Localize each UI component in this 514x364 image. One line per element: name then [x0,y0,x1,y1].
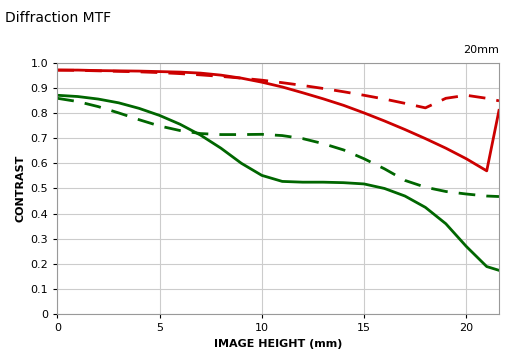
Text: 20mm: 20mm [463,45,499,55]
Text: Diffraction MTF: Diffraction MTF [5,11,111,25]
Y-axis label: CONTRAST: CONTRAST [15,155,25,222]
X-axis label: IMAGE HEIGHT (mm): IMAGE HEIGHT (mm) [214,339,342,349]
